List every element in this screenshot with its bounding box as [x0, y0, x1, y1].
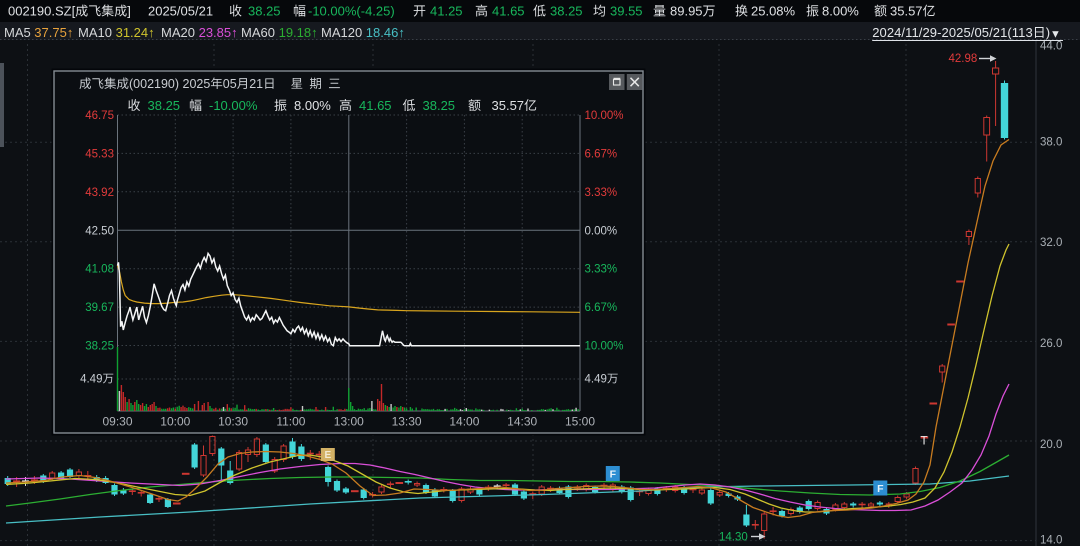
svg-text:41.25: 41.25	[430, 4, 463, 19]
svg-text:6.67%: 6.67%	[585, 148, 618, 160]
svg-text:): )	[1046, 25, 1050, 40]
svg-text:42.50: 42.50	[85, 225, 114, 237]
svg-text:14:00: 14:00	[449, 415, 479, 429]
svg-text:38.25: 38.25	[550, 4, 583, 19]
svg-text:41.65: 41.65	[359, 98, 392, 113]
svg-text:89.95: 89.95	[670, 4, 703, 19]
svg-text:4.49: 4.49	[80, 374, 102, 386]
svg-text:38.25: 38.25	[85, 341, 114, 353]
svg-text:MA5: MA5	[4, 25, 31, 40]
svg-text:MA20: MA20	[161, 25, 195, 40]
svg-text:MA120: MA120	[321, 25, 362, 40]
svg-text:3.33%: 3.33%	[585, 187, 618, 199]
svg-text:0.00%: 0.00%	[585, 225, 618, 237]
svg-text:E: E	[324, 450, 331, 461]
svg-text:35.57: 35.57	[492, 98, 525, 113]
svg-text:11:00: 11:00	[276, 415, 305, 429]
svg-text:31.24↑: 31.24↑	[116, 25, 155, 40]
svg-text:]: ]	[127, 4, 131, 19]
svg-text:T: T	[920, 434, 928, 448]
svg-text:38.25: 38.25	[248, 4, 281, 19]
svg-text:13:30: 13:30	[392, 415, 422, 429]
svg-text:18.46↑: 18.46↑	[366, 25, 405, 40]
svg-text:-10.00%(-4.25): -10.00%(-4.25)	[308, 4, 395, 19]
svg-text:38.25: 38.25	[423, 98, 456, 113]
svg-text:10.00%: 10.00%	[585, 110, 624, 122]
svg-text:39.67: 39.67	[85, 302, 114, 314]
svg-text:6.67%: 6.67%	[585, 302, 618, 314]
svg-text:-10.00%: -10.00%	[209, 98, 258, 113]
svg-text:41.08: 41.08	[85, 264, 114, 276]
svg-text:(002190) 2025: (002190) 2025	[129, 77, 210, 91]
svg-text:14.30: 14.30	[719, 532, 748, 544]
svg-text:42.98: 42.98	[949, 53, 978, 65]
svg-text:39.55: 39.55	[610, 4, 643, 19]
svg-text:3.33%: 3.33%	[585, 264, 618, 276]
svg-text:23.85↑: 23.85↑	[199, 25, 238, 40]
svg-text:38.25: 38.25	[148, 98, 181, 113]
svg-text:8.00%: 8.00%	[294, 98, 331, 113]
svg-text:32.0: 32.0	[1040, 237, 1062, 249]
svg-text:09:30: 09:30	[102, 415, 132, 429]
svg-text:F: F	[877, 483, 884, 495]
svg-text:38.0: 38.0	[1040, 137, 1062, 149]
svg-text:19.18↑: 19.18↑	[279, 25, 318, 40]
svg-text:14:30: 14:30	[507, 415, 537, 429]
svg-text:20.0: 20.0	[1040, 439, 1062, 451]
svg-text:002190.SZ[: 002190.SZ[	[8, 4, 76, 19]
svg-text:8.00%: 8.00%	[822, 4, 859, 19]
svg-text:MA60: MA60	[241, 25, 275, 40]
svg-text:05: 05	[223, 77, 237, 91]
svg-text:46.75: 46.75	[85, 110, 114, 122]
svg-text:10.00%: 10.00%	[585, 341, 624, 353]
svg-text:13:00: 13:00	[334, 415, 364, 429]
svg-text:4.49: 4.49	[585, 374, 607, 386]
svg-text:44.0: 44.0	[1040, 41, 1062, 53]
svg-text:15:00: 15:00	[565, 415, 595, 429]
svg-text:21: 21	[249, 77, 263, 91]
svg-text:14.0: 14.0	[1040, 535, 1062, 546]
svg-text:41.65: 41.65	[492, 4, 525, 19]
svg-text:MA10: MA10	[78, 25, 112, 40]
svg-text:F: F	[610, 469, 617, 481]
svg-text:45.33: 45.33	[85, 148, 114, 160]
svg-text:37.75↑: 37.75↑	[34, 25, 73, 40]
svg-text:10:30: 10:30	[218, 415, 248, 429]
svg-text:35.57: 35.57	[890, 4, 923, 19]
svg-text:2024/11/29-2025/05/21(113: 2024/11/29-2025/05/21(113	[872, 25, 1032, 40]
svg-text:10:00: 10:00	[160, 415, 190, 429]
svg-text:▼: ▼	[1050, 29, 1061, 41]
svg-text:25.08%: 25.08%	[751, 4, 796, 19]
svg-text:2025/05/21: 2025/05/21	[148, 4, 213, 19]
svg-text:26.0: 26.0	[1040, 338, 1062, 350]
svg-text:43.92: 43.92	[85, 187, 114, 199]
